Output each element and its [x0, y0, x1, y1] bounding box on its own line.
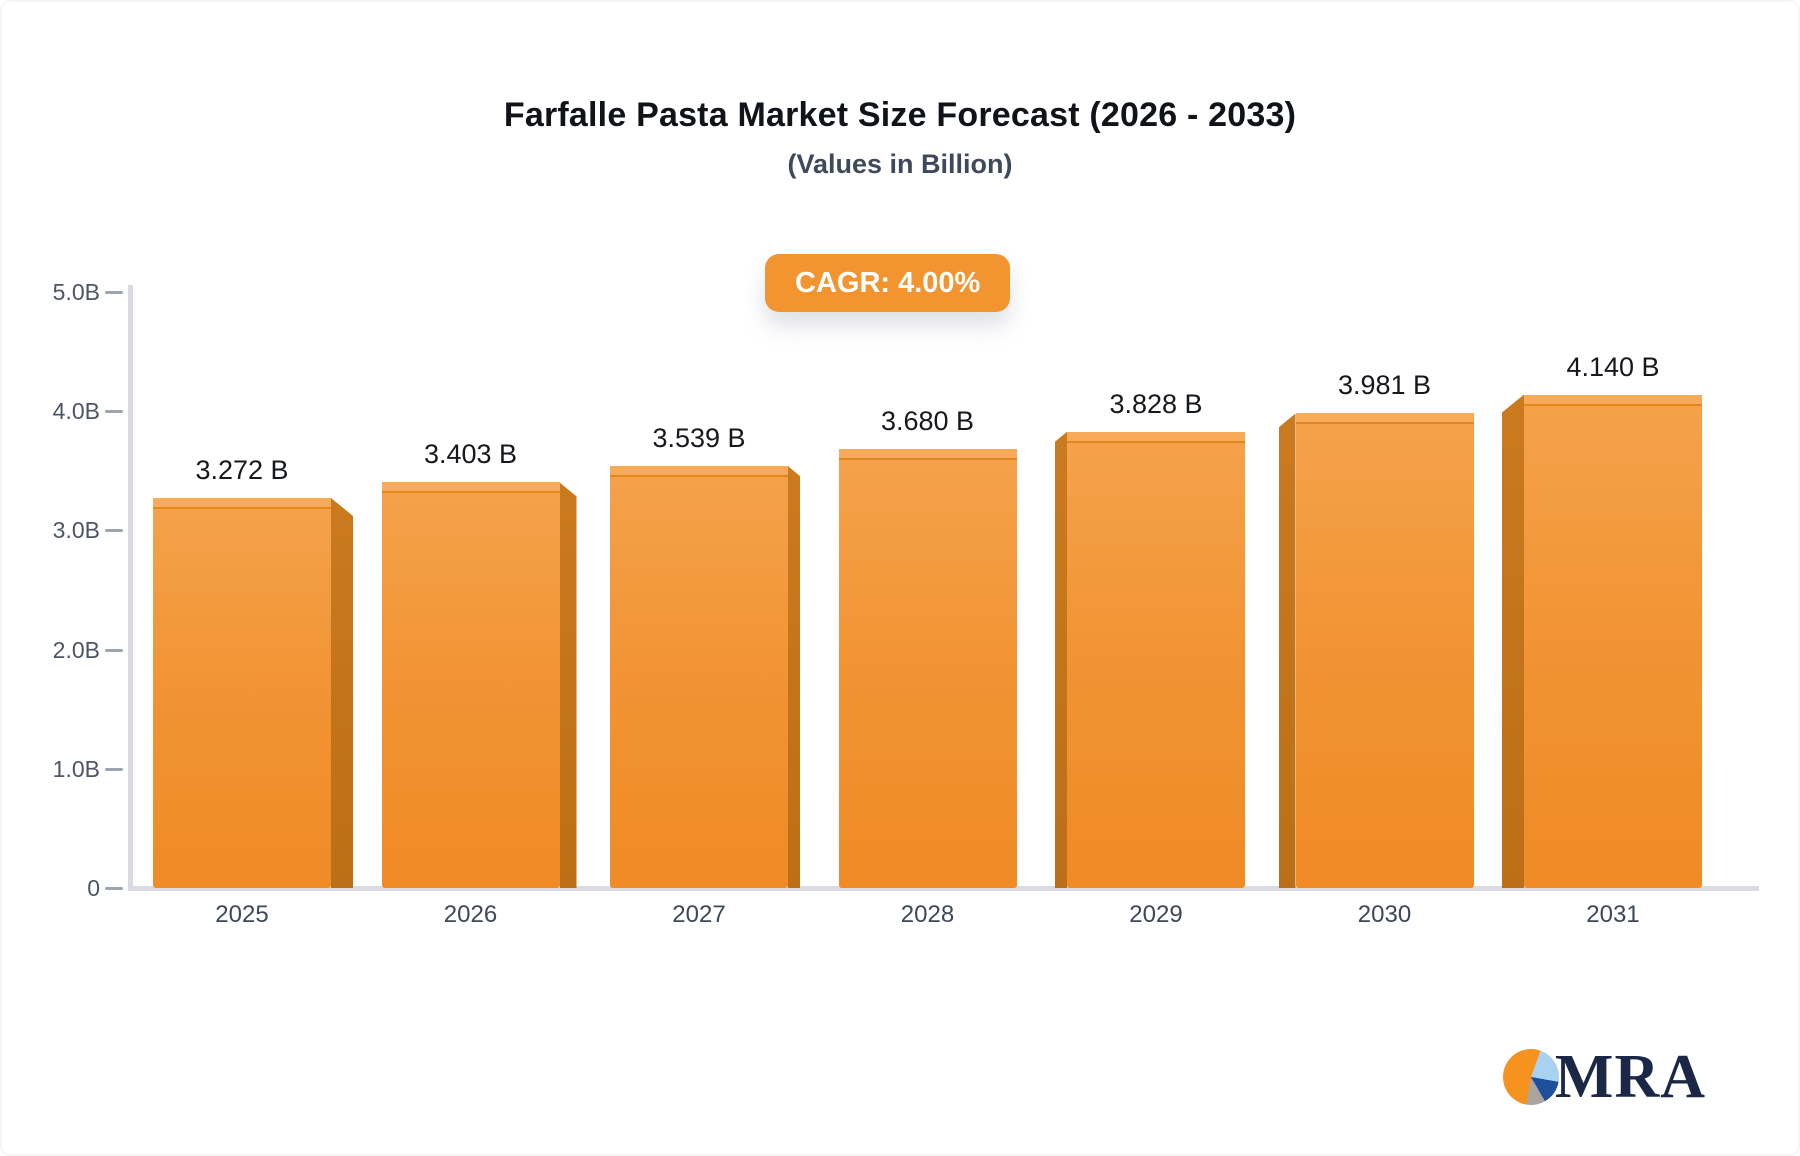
- bar-value-label: 3.539 B: [652, 423, 746, 454]
- y-tick-label: 3.0B: [52, 517, 100, 544]
- x-axis-label: 2031: [1586, 901, 1640, 928]
- y-tick-label: 4.0B: [52, 398, 100, 425]
- bar-2026[interactable]: [381, 482, 560, 888]
- pie-chart-logo-icon: [1502, 1049, 1559, 1105]
- x-axis-label: 2029: [1129, 901, 1183, 928]
- y-tick-mark: [105, 410, 123, 414]
- x-axis-label: 2026: [443, 901, 498, 928]
- bar-value-label: 3.981 B: [1337, 370, 1432, 401]
- bar-2028[interactable]: [838, 449, 1017, 888]
- x-axis-line: [128, 886, 1759, 891]
- bar-side-2030: [1278, 413, 1296, 888]
- bar-value-label: 3.272 B: [195, 454, 289, 485]
- bar-2031[interactable]: [1524, 394, 1702, 888]
- bar-side-2026: [559, 482, 577, 888]
- x-axis-label: 2025: [215, 901, 269, 928]
- bar-side-2025: [331, 497, 353, 888]
- y-tick-mark: [105, 767, 123, 771]
- y-tick-label: 0: [87, 875, 100, 901]
- y-tick-mark: [105, 291, 123, 294]
- bar-value-label: 3.403 B: [423, 439, 518, 470]
- x-axis-label: 2027: [672, 901, 726, 928]
- y-tick-label: 2.0B: [52, 636, 100, 663]
- bar-2030[interactable]: [1295, 413, 1474, 888]
- x-axis-label: 2030: [1357, 901, 1412, 928]
- y-tick-mark: [105, 648, 123, 652]
- brand-logo-text: MRA: [1554, 1043, 1706, 1111]
- cagr-badge: CAGR: 4.00%: [765, 254, 1011, 312]
- bar-2027[interactable]: [610, 466, 788, 888]
- chart-title: Farfalle Pasta Market Size Forecast (202…: [503, 96, 1297, 134]
- chart-subtitle: (Values in Billion): [787, 149, 1013, 179]
- brand-logo: MRA: [1502, 1043, 1706, 1111]
- bar-value-label: 4.140 B: [1566, 351, 1660, 382]
- bar-value-label: 3.828 B: [1109, 388, 1203, 419]
- bar-2029[interactable]: [1067, 431, 1245, 888]
- y-tick-mark: [105, 887, 123, 890]
- y-tick-label: 5.0B: [52, 279, 100, 305]
- y-tick-mark: [105, 529, 123, 533]
- bar-value-label: 3.680 B: [880, 406, 975, 437]
- bar-2025[interactable]: [153, 497, 331, 888]
- bar-side-2029: [1055, 431, 1067, 888]
- bar-side-2031: [1502, 394, 1524, 888]
- bar-side-2027: [788, 466, 800, 888]
- y-axis-line: [128, 285, 133, 888]
- x-axis-label: 2028: [900, 901, 955, 928]
- y-tick-label: 1.0B: [52, 755, 100, 782]
